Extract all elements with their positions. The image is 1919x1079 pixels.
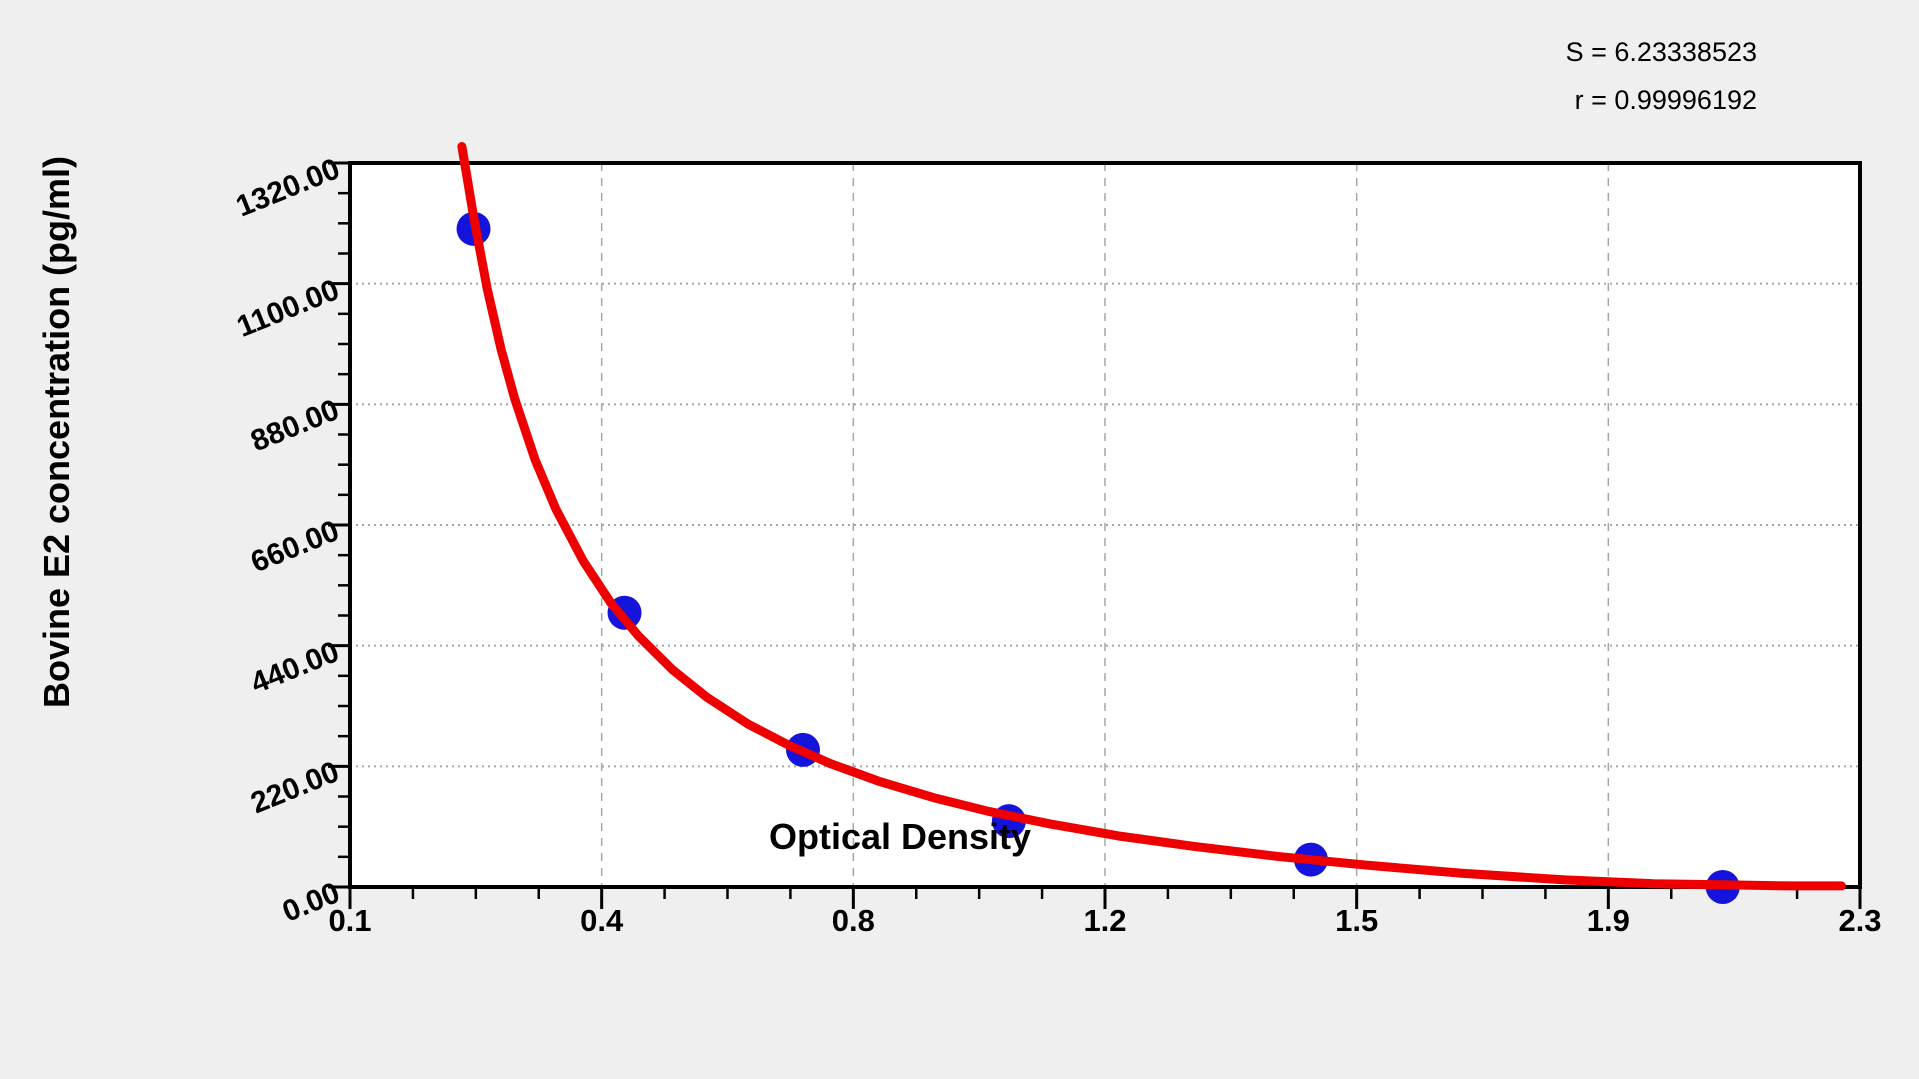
y-axis-title: Bovine E2 concentration (pg/ml) <box>36 155 77 709</box>
x-tick-label: 0.8 <box>831 903 875 938</box>
plot-frame <box>348 161 1862 889</box>
x-tick-label: 1.2 <box>1083 903 1127 938</box>
fit-statistic-r: r = 0.99996192 <box>1574 85 1757 115</box>
x-tick-label: 1.9 <box>1586 903 1630 938</box>
x-tick-label: 0.1 <box>328 903 372 938</box>
fit-curve <box>457 142 1846 891</box>
fit-statistic-s: S = 6.23338523 <box>1565 37 1757 67</box>
x-tick-label: 0.4 <box>580 903 624 938</box>
x-tick-label: 1.5 <box>1335 903 1379 938</box>
x-tick-label: 2.3 <box>1838 903 1882 938</box>
fit-statistics: S = 6.23338523 r = 0.99996192 <box>1566 28 1757 124</box>
x-axis-title: Optical Density <box>768 816 1032 857</box>
